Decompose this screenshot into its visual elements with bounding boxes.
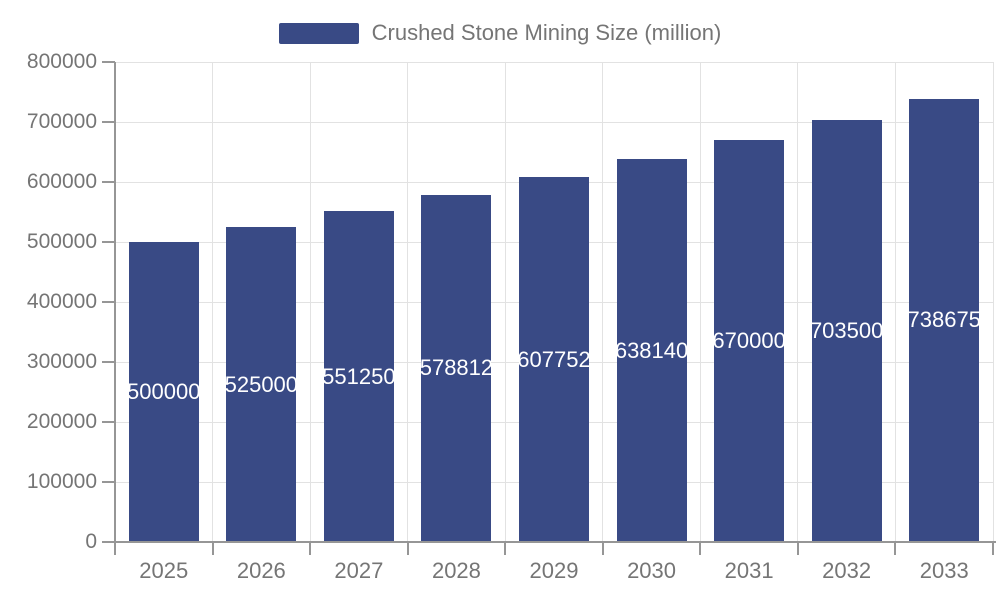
- y-tick-label: 0: [85, 530, 97, 553]
- legend[interactable]: Crushed Stone Mining Size (million): [0, 20, 1000, 46]
- y-axis-tick: [102, 421, 115, 423]
- bar-value-label: 500000: [128, 379, 199, 404]
- legend-swatch: [278, 22, 359, 44]
- v-gridline: [894, 62, 896, 542]
- v-gridline: [797, 62, 799, 542]
- x-tick-label-2025: 2025: [139, 558, 189, 583]
- y-axis-tick: [102, 61, 115, 63]
- v-gridline: [309, 62, 311, 542]
- y-axis-tick: [102, 541, 115, 543]
- y-tick-label: 500000: [26, 230, 97, 253]
- y-axis-tick: [102, 301, 115, 303]
- x-tick-label-2033: 2033: [919, 558, 969, 583]
- bar-value-label: 638140: [616, 337, 687, 363]
- plot-area: 500000 525000 551250 578812 607752 638140 6700…: [115, 61, 994, 542]
- x-axis-tick: [406, 542, 409, 555]
- x-tick-label-2029: 2029: [529, 558, 579, 583]
- x-tick-label-2028: 2028: [431, 558, 481, 583]
- bar-2031[interactable]: 670000: [714, 140, 785, 542]
- bar-value-label: 670000: [714, 328, 785, 353]
- v-gridline: [699, 62, 701, 542]
- y-tick-label: 700000: [26, 110, 97, 133]
- bar-value-label: 578812: [421, 355, 492, 381]
- legend-label: Crushed Stone Mining Size (million): [371, 20, 722, 45]
- x-axis-tick: [796, 542, 799, 555]
- v-gridline: [504, 62, 506, 542]
- y-tick-label: 400000: [26, 290, 97, 313]
- y-axis-tick: [102, 121, 115, 123]
- bar-2025[interactable]: 500000: [128, 242, 199, 542]
- y-tick-label: 200000: [26, 410, 97, 433]
- y-axis-line: [114, 62, 116, 543]
- x-axis-tick: [601, 542, 604, 555]
- x-tick-label-2032: 2032: [822, 558, 872, 583]
- y-tick-label: 300000: [26, 350, 97, 373]
- bar-2029[interactable]: 607752: [519, 177, 589, 542]
- y-axis-tick: [102, 481, 115, 483]
- bar-2033[interactable]: 738675: [909, 98, 980, 542]
- x-axis-tick: [894, 542, 897, 555]
- y-tick-label: 800000: [26, 50, 97, 73]
- x-axis-tick: [211, 542, 214, 555]
- x-tick-label-2031: 2031: [724, 558, 774, 583]
- bar-value-label: 703500: [811, 317, 882, 343]
- x-axis-tick: [992, 542, 994, 555]
- v-gridline: [992, 62, 994, 542]
- y-tick-label: 600000: [26, 170, 97, 193]
- bar-2026[interactable]: 525000: [226, 227, 297, 542]
- x-axis-tick: [504, 542, 507, 555]
- bar-2032[interactable]: 703500: [811, 119, 882, 542]
- h-gridline: [115, 121, 993, 123]
- y-axis-tick: [102, 361, 115, 363]
- x-tick-label-2030: 2030: [627, 558, 677, 583]
- bar-value-label: 607752: [519, 346, 589, 372]
- x-tick-label-2027: 2027: [334, 558, 384, 583]
- v-gridline: [602, 62, 604, 542]
- bar-value-label: 551250: [323, 363, 394, 389]
- bar-2028[interactable]: 578812: [421, 194, 492, 542]
- bar-2027[interactable]: 551250: [323, 211, 394, 542]
- bar-value-label: 525000: [226, 371, 297, 397]
- v-gridline: [212, 62, 214, 542]
- y-tick-label: 100000: [26, 470, 97, 493]
- x-axis-tick: [309, 542, 312, 555]
- v-gridline: [407, 62, 409, 542]
- x-axis-tick: [699, 542, 702, 555]
- bar-value-label: 738675: [909, 307, 980, 333]
- x-tick-label-2026: 2026: [236, 558, 286, 583]
- h-gridline: [115, 61, 993, 63]
- x-axis-line: [114, 541, 996, 543]
- y-axis-tick: [102, 181, 115, 183]
- y-axis-tick: [102, 241, 115, 243]
- bar-2030[interactable]: 638140: [616, 159, 687, 542]
- x-axis-tick: [114, 542, 116, 555]
